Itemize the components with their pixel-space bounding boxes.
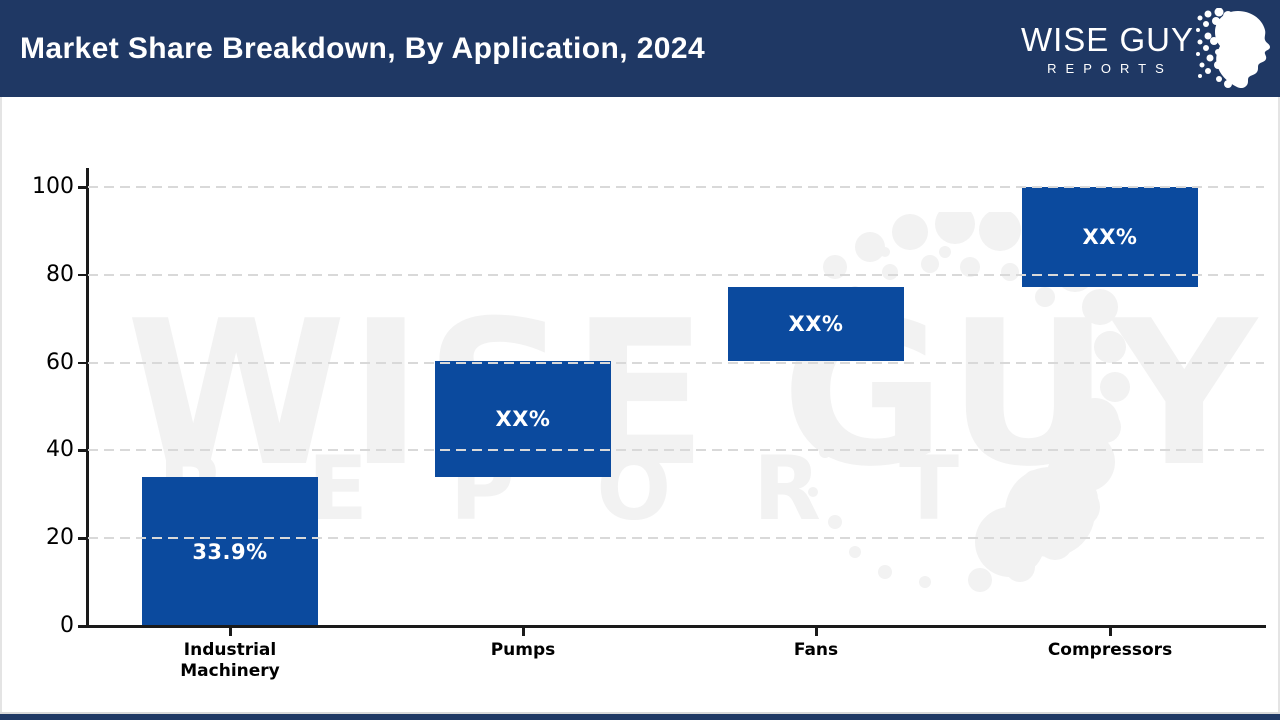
y-axis-tick-label: 80 <box>46 261 74 287</box>
bar-value-label: 33.9% <box>192 539 268 564</box>
y-axis-tick-100 <box>78 186 87 189</box>
x-axis-spine <box>86 625 1266 628</box>
bar-compressors: XX% <box>1022 187 1198 287</box>
y-axis-spine <box>86 168 89 628</box>
x-axis-category-label: Pumps <box>490 640 556 660</box>
y-gridline-20 <box>88 537 1264 540</box>
y-gridline-80 <box>88 273 1264 276</box>
y-axis-tick-80 <box>78 273 87 277</box>
y-axis-tick-20 <box>78 537 87 540</box>
logo-subtitle: REPORTS <box>1047 60 1173 76</box>
x-axis-category-label: Industrial Machinery <box>180 640 280 681</box>
x-axis-category-label: Fans <box>793 640 839 660</box>
logo-wordmark: WISE GUY <box>1020 20 1194 58</box>
y-gridline-60 <box>88 361 1264 364</box>
logo-face-icon <box>1196 8 1270 89</box>
bar-value-label: XX% <box>495 407 551 431</box>
y-axis-tick-40 <box>78 449 87 452</box>
header-band: Market Share Breakdown, By Application, … <box>0 0 1280 97</box>
footer-divider <box>0 712 1280 714</box>
y-axis-tick-label: 40 <box>46 437 74 463</box>
x-axis-tick-pumps <box>522 628 525 636</box>
bar-fans: XX% <box>728 286 904 361</box>
bar-pumps: XX% <box>435 360 611 478</box>
bar-value-label: XX% <box>788 311 844 336</box>
y-gridline-100 <box>88 186 1264 188</box>
y-axis-tick-label: 100 <box>32 174 74 199</box>
y-axis-tick-label: 20 <box>46 525 74 551</box>
brand-logo-text: WISE GUY REPORTS <box>1021 23 1194 76</box>
bar-value-label: XX% <box>1082 224 1138 249</box>
bar-industrial-machinery: 33.9% <box>142 477 318 626</box>
footer-band <box>0 714 1280 720</box>
x-axis-tick-fans <box>815 628 818 636</box>
brand-logo: WISE GUY REPORTS <box>1021 8 1272 90</box>
y-gridline-40 <box>88 449 1264 452</box>
y-axis-tick-0 <box>78 625 87 628</box>
y-axis-tick-label: 0 <box>60 613 74 638</box>
chart-title: Market Share Breakdown, By Application, … <box>20 31 706 65</box>
x-axis-tick-industrial-machinery <box>229 628 232 636</box>
x-axis-tick-compressors <box>1109 628 1112 636</box>
y-axis-tick-label: 60 <box>46 349 74 375</box>
y-axis-tick-60 <box>78 361 87 365</box>
x-axis-category-label: Compressors <box>1047 640 1173 660</box>
